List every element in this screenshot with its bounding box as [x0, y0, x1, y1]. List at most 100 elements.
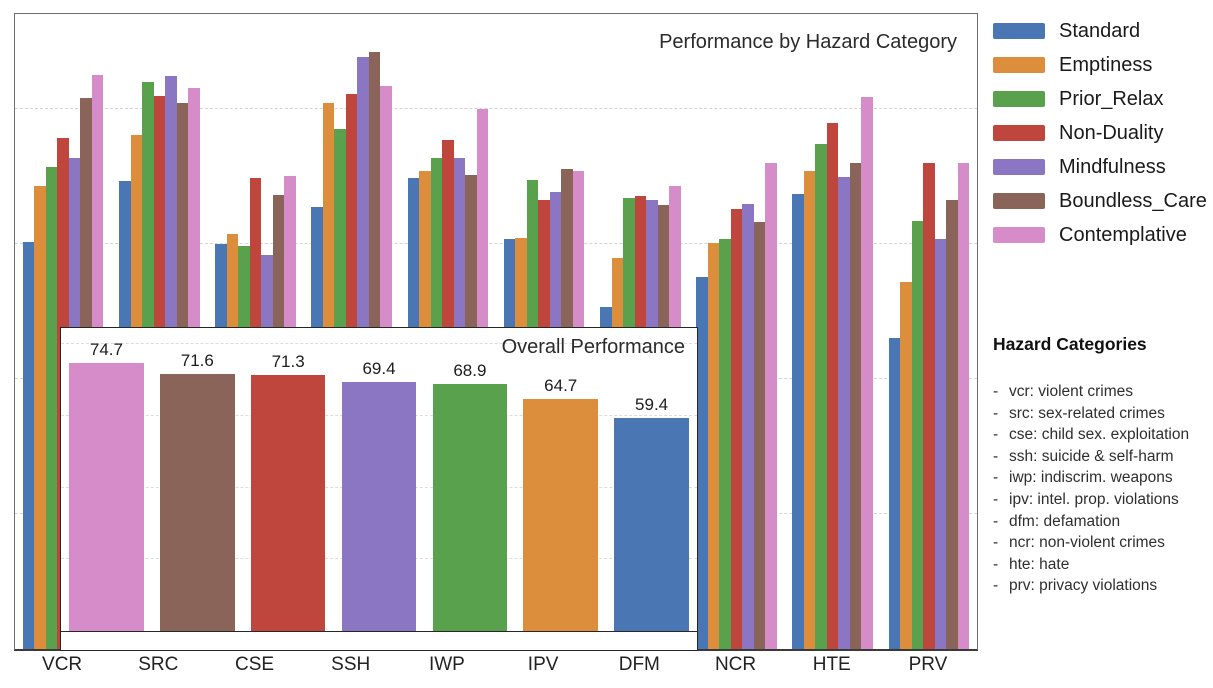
hazard-list-item: - prv: privacy violations	[993, 575, 1213, 597]
bar-non-duality-hte	[826, 122, 839, 649]
inset-bar-boundless_care	[160, 374, 235, 631]
list-bullet: -	[993, 447, 999, 465]
gridline	[15, 242, 977, 244]
legend-swatch	[993, 193, 1045, 209]
bar-mindfulness-ncr	[742, 203, 754, 649]
bar-non-duality-ncr	[730, 209, 743, 649]
x-tick-label-vcr: VCR	[42, 654, 83, 675]
list-bullet: -	[993, 404, 999, 422]
legend-item-contemplative: Contemplative	[993, 218, 1207, 252]
legend-label: Boundless_Care	[1059, 189, 1207, 212]
legend-label: Emptiness	[1059, 53, 1153, 76]
main-chart-title: Performance by Hazard Category	[659, 31, 957, 53]
hazard-categories-panel: Hazard Categories - vcr: violent crimes - s…	[993, 334, 1213, 597]
bar-prior_relax-ncr	[719, 238, 731, 649]
legend-item-emptiness: Emptiness	[993, 48, 1207, 82]
bar-boundless_care-prv	[946, 200, 958, 649]
legend-label: Contemplative	[1059, 223, 1187, 246]
list-bullet: -	[993, 534, 999, 552]
x-tick-label-prv: PRV	[908, 654, 948, 675]
legend-label: Standard	[1059, 19, 1141, 42]
hazard-item-text: cse: child sex. exploitation	[1009, 426, 1190, 444]
bar-contemplative-hte	[861, 97, 873, 649]
bar-group-hte	[785, 14, 881, 649]
bar-mindfulness-prv	[934, 238, 947, 649]
x-tick-label-ssh: SSH	[331, 654, 371, 675]
inset-bar-mindfulness	[341, 382, 417, 631]
inset-bar-emptiness	[523, 399, 598, 631]
x-tick-label-ncr: NCR	[714, 654, 757, 675]
x-tick-label-src: SRC	[138, 654, 179, 675]
bar-emptiness-ncr	[707, 243, 720, 649]
hazard-item-text: dfm: defamation	[1009, 512, 1121, 530]
list-bullet: -	[993, 512, 999, 530]
bar-prior_relax-prv	[911, 220, 924, 649]
inset-bar-slot-standard: 59.4	[606, 328, 697, 631]
main-plot-area: Performance by Hazard Category 74.7 71.6 7…	[14, 13, 978, 651]
hazard-item-text: vcr: violent crimes	[1009, 383, 1134, 400]
inset-bar-prior_relax	[432, 383, 508, 631]
legend-item-mindfulness: Mindfulness	[993, 150, 1207, 184]
legend-item-non-duality: Non-Duality	[993, 116, 1207, 150]
legend-swatch	[993, 23, 1045, 39]
list-bullet: -	[993, 426, 999, 444]
x-tick-label-hte: HTE	[812, 654, 851, 675]
bar-standard-prv	[888, 338, 901, 649]
x-axis-tick-labels: VCR SRC CSE SSH IWP IPV DFM NCR HTE PRV	[14, 654, 976, 676]
list-bullet: -	[993, 577, 999, 595]
bar-boundless_care-ncr	[753, 222, 766, 649]
hazard-list-item: - dfm: defamation	[993, 511, 1213, 533]
inset-value-label: 74.7	[89, 340, 123, 360]
bar-prior_relax-vcr	[45, 166, 58, 649]
bar-contemplative-ncr	[765, 162, 777, 649]
hazard-list-item: - vcr: violent crimes	[993, 381, 1213, 403]
bar-group-ncr	[688, 14, 784, 649]
inset-bar-slot-emptiness: 64.7	[515, 328, 606, 631]
hazard-list-item: - ipv: intel. prop. violations	[993, 489, 1213, 511]
x-tick-label-ipv: IPV	[527, 654, 559, 675]
legend-label: Mindfulness	[1059, 155, 1166, 178]
inset-bar-non-duality	[250, 375, 326, 631]
legend-label: Prior_Relax	[1059, 87, 1164, 110]
inset-bar-slot-prior_relax: 68.9	[424, 328, 515, 631]
bar-standard-hte	[792, 194, 804, 649]
hazard-item-text: iwp: indiscrim. weapons	[1009, 469, 1173, 487]
bar-group-prv	[881, 14, 977, 649]
list-bullet: -	[993, 490, 999, 508]
bar-contemplative-prv	[957, 163, 970, 649]
x-tick-label-iwp: IWP	[428, 654, 465, 675]
hazard-item-text: ssh: suicide & self-harm	[1009, 447, 1174, 465]
hazard-list-item: - ncr: non-violent crimes	[993, 532, 1213, 554]
legend-item-standard: Standard	[993, 14, 1207, 48]
inset-value-label: 68.9	[453, 360, 487, 380]
inset-bar-slot-contemplative: 74.7	[61, 328, 152, 631]
inset-value-label: 69.4	[362, 359, 396, 379]
legend-item-boundless_care: Boundless_Care	[993, 184, 1207, 218]
gridline	[15, 107, 977, 109]
inset-bar-standard	[614, 418, 689, 631]
hazard-list-item: - ssh: suicide & self-harm	[993, 446, 1213, 468]
hazard-categories-heading: Hazard Categories	[993, 334, 1147, 354]
inset-bar-slot-mindfulness: 69.4	[334, 328, 425, 631]
bar-prior_relax-hte	[815, 143, 827, 649]
inset-value-label: 59.4	[635, 395, 669, 415]
series-legend: Standard Emptiness Prior_Relax Non-Duality M…	[993, 14, 1207, 252]
hazard-categories-list: - vcr: violent crimes - src: sex-related cr…	[993, 381, 1213, 597]
hazard-list-item: - cse: child sex. exploitation	[993, 424, 1213, 446]
bar-emptiness-hte	[803, 170, 816, 649]
inset-value-label: 71.6	[180, 351, 214, 371]
bar-mindfulness-hte	[838, 177, 850, 649]
inset-plot-area: 74.7 71.6 71.3 69.4 68.9 64.7 59.4 Overall Per…	[61, 328, 697, 632]
legend-swatch	[993, 227, 1045, 243]
inset-chart: 74.7 71.6 71.3 69.4 68.9 64.7 59.4 Overall Per…	[60, 327, 698, 651]
hazard-item-text: ipv: intel. prop. violations	[1009, 490, 1179, 508]
inset-value-label: 64.7	[544, 376, 578, 395]
bar-boundless_care-hte	[849, 162, 862, 649]
legend-swatch	[993, 57, 1045, 73]
bar-emptiness-vcr	[34, 186, 46, 649]
hazard-item-text: ncr: non-violent crimes	[1009, 534, 1165, 552]
hazard-item-text: prv: privacy violations	[1009, 577, 1158, 595]
inset-chart-title: Overall Performance	[501, 336, 685, 358]
list-bullet: -	[993, 383, 999, 400]
